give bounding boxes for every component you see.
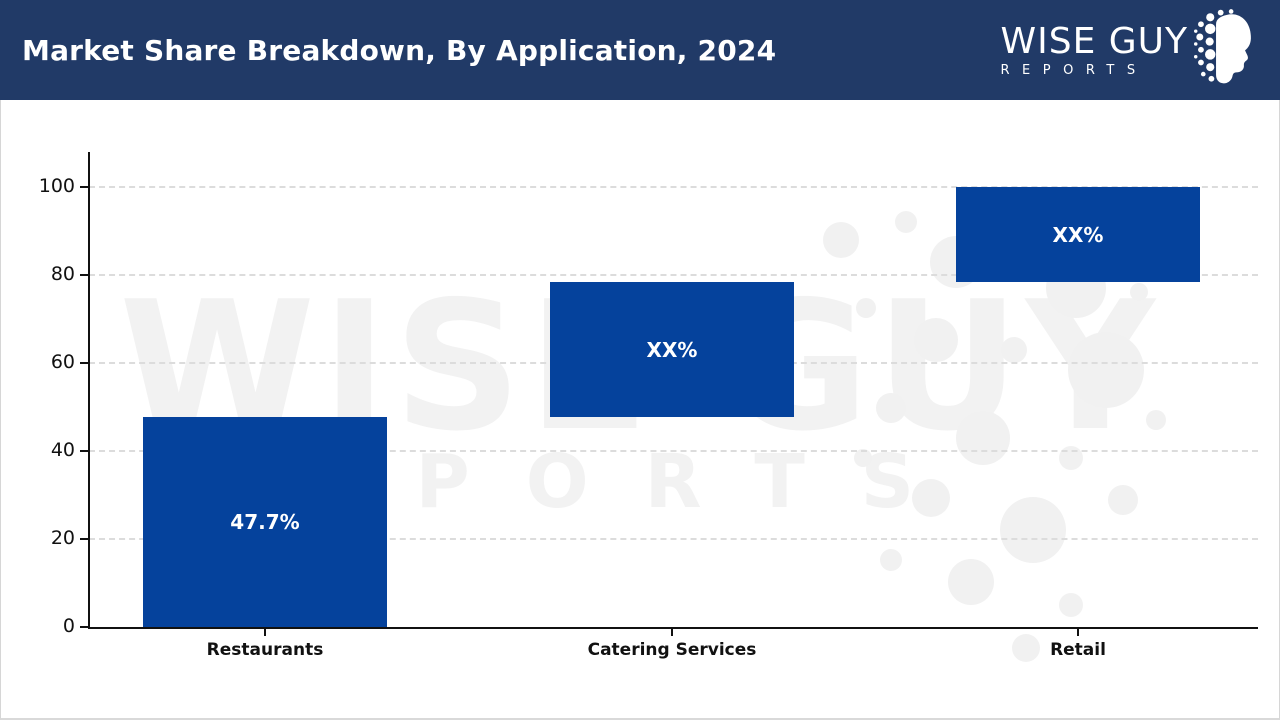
brand-logo-text: WISE GUY REPORTS — [1000, 20, 1189, 78]
gridline-40 — [89, 450, 1258, 452]
y-axis-tick-label: 100 — [38, 175, 75, 197]
y-axis-tick-mark — [80, 450, 88, 452]
brand-logo: WISE GUY REPORTS — [1001, 9, 1253, 91]
face-dots-icon — [1194, 9, 1252, 91]
bar-catering-services: XX% — [550, 282, 794, 418]
gridline-20 — [89, 538, 1258, 540]
bar-value-label-restaurants: 47.7% — [230, 510, 300, 535]
y-axis-line — [88, 152, 90, 629]
y-axis-tick-mark — [80, 274, 88, 276]
x-axis-line — [88, 627, 1258, 629]
bar-value-label-catering-services: XX% — [646, 337, 698, 362]
page-title: Market Share Breakdown, By Application, … — [22, 33, 777, 67]
gridline-100 — [89, 186, 1258, 188]
category-label-catering-services: Catering Services — [587, 640, 757, 660]
x-axis-tick-mark-catering-services — [671, 629, 673, 636]
y-axis-tick-label: 40 — [50, 439, 75, 461]
y-axis-tick-mark — [80, 538, 88, 540]
gridline-80 — [89, 274, 1258, 276]
y-axis-tick-mark — [80, 362, 88, 364]
chart-area: WISE GUY REPORTS 0 20 40 60 80 100 47.7% Restau… — [0, 100, 1280, 720]
brand-name: WISE GUY — [1000, 20, 1188, 62]
category-label-retail: Retail — [1050, 640, 1106, 660]
y-axis-tick-label: 60 — [50, 351, 75, 373]
brand-subname: REPORTS — [1000, 62, 1148, 78]
header-bar: Market Share Breakdown, By Application, … — [0, 0, 1280, 100]
y-axis-tick-label: 20 — [50, 527, 75, 549]
bar-restaurants: 47.7% — [143, 417, 387, 627]
x-axis-tick-mark-restaurants — [264, 629, 266, 636]
bar-value-label-retail: XX% — [1052, 222, 1104, 247]
category-label-restaurants: Restaurants — [206, 640, 324, 660]
y-axis-tick-mark — [80, 626, 88, 628]
bar-retail: XX% — [956, 187, 1200, 283]
y-axis-tick-mark — [80, 186, 88, 188]
x-axis-tick-mark-retail — [1077, 629, 1079, 636]
plot-area: 0 20 40 60 80 100 47.7% Restaurants XX% Catering … — [1, 100, 1279, 718]
y-axis-tick-label: 0 — [62, 615, 75, 637]
y-axis-tick-label: 80 — [50, 263, 75, 285]
